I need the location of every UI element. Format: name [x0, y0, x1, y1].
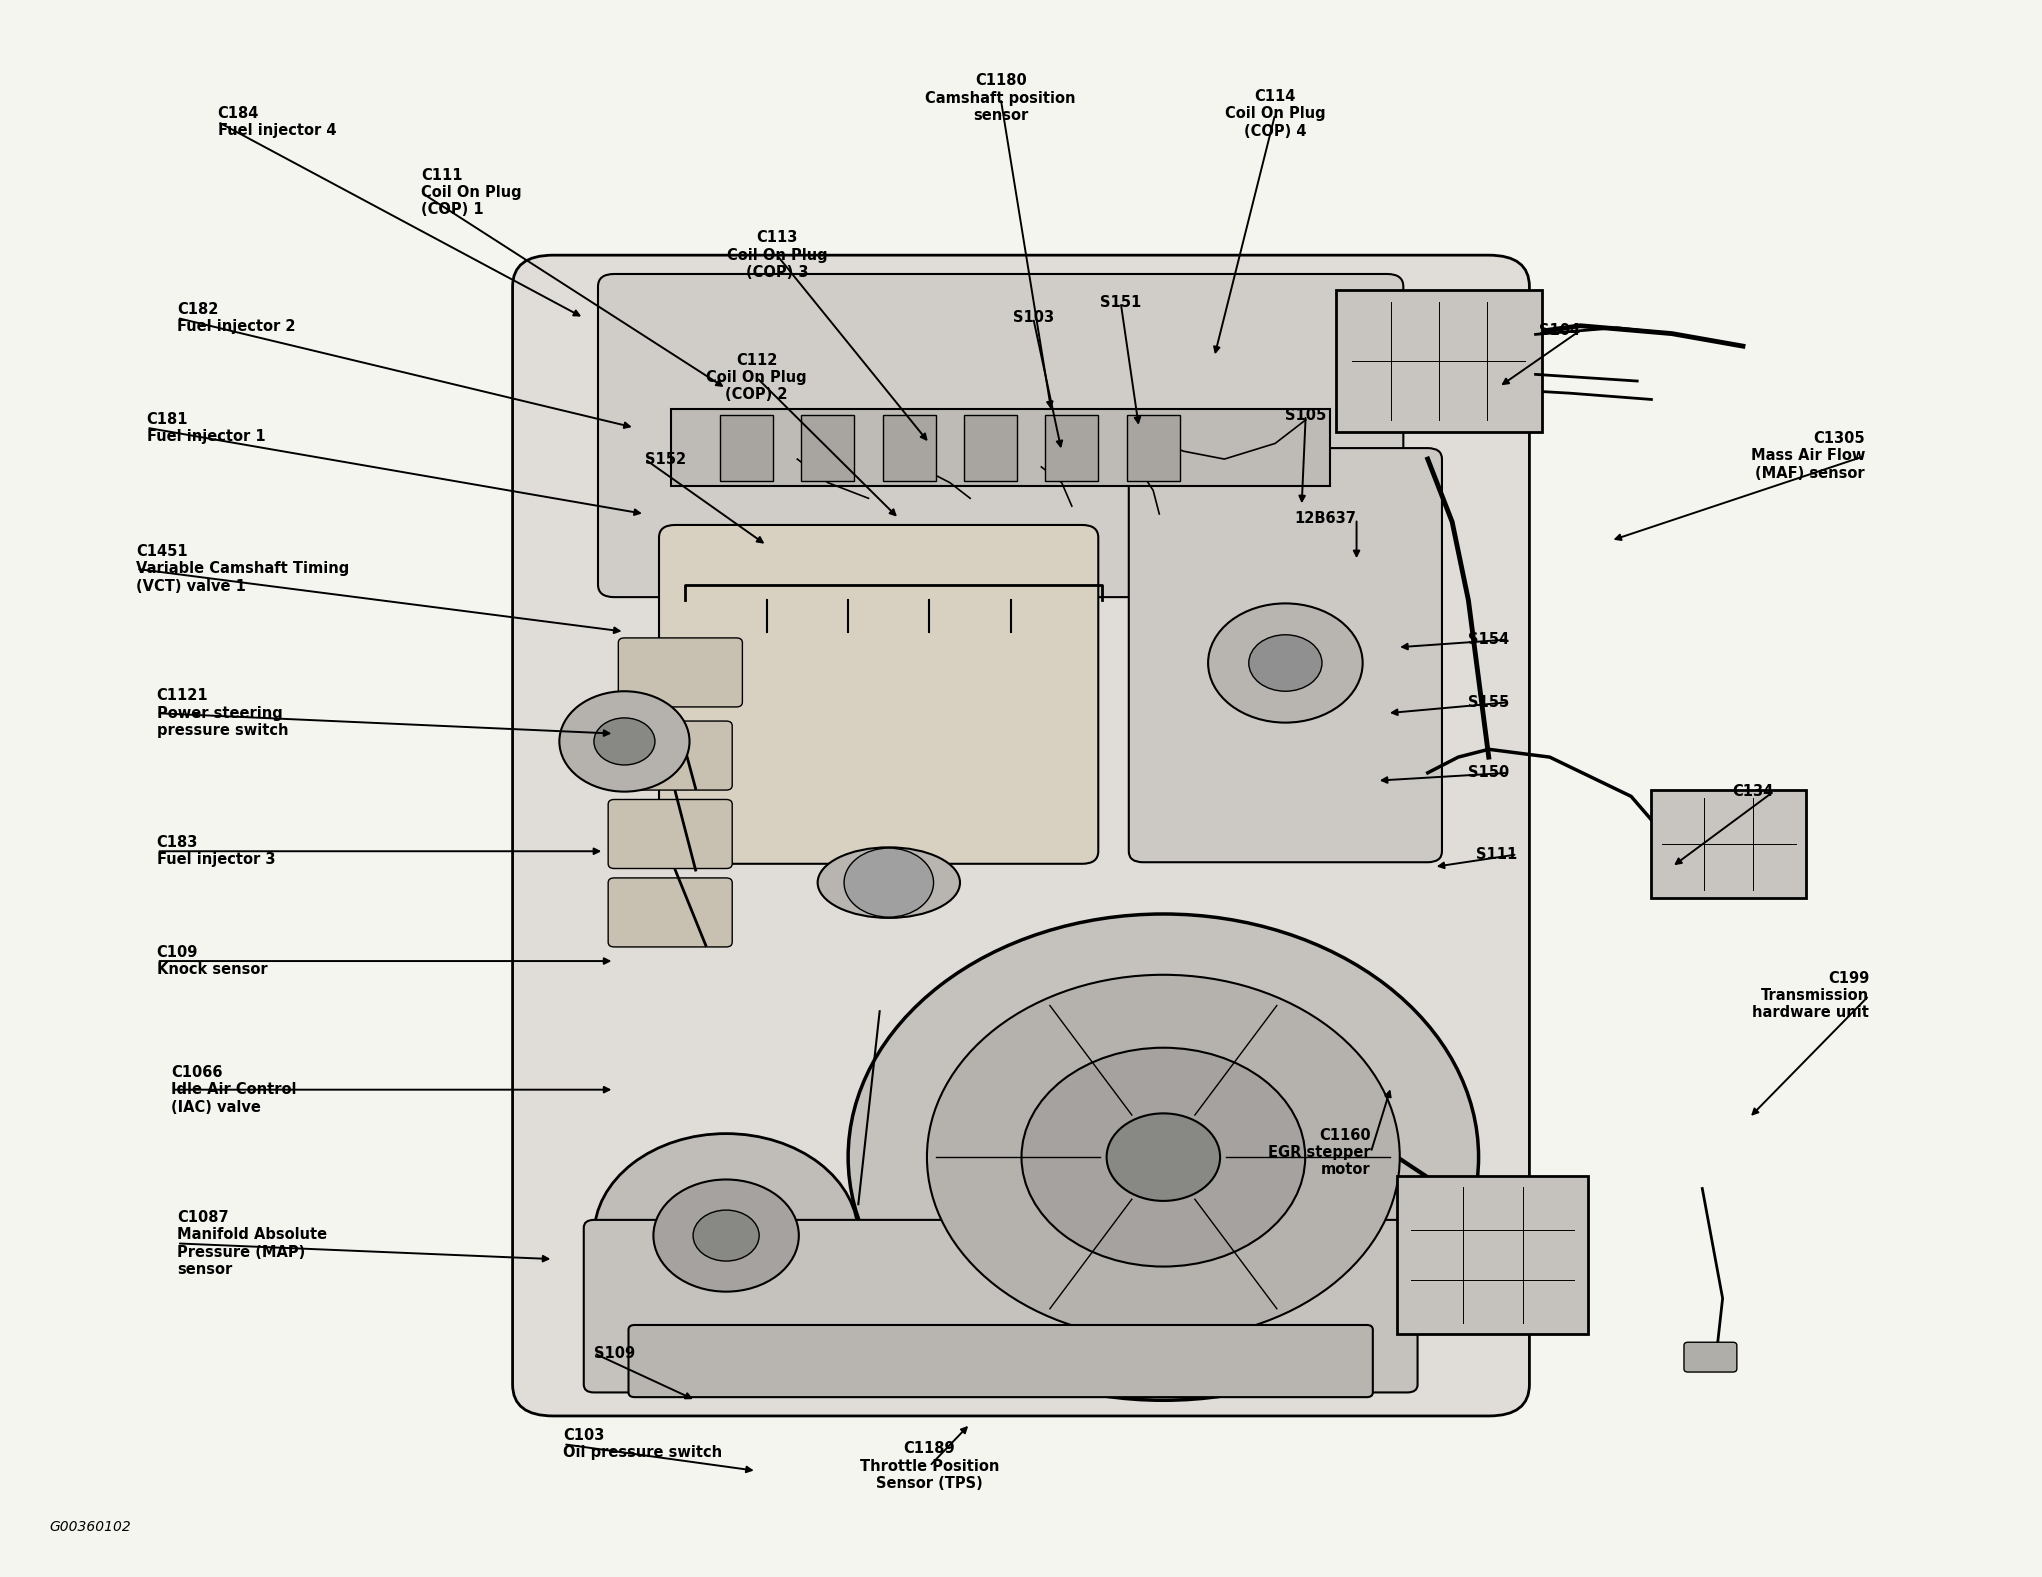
Text: S104: S104 [1540, 323, 1581, 337]
Text: S150: S150 [1468, 765, 1509, 781]
FancyBboxPatch shape [584, 1221, 1417, 1392]
Text: S155: S155 [1468, 695, 1509, 710]
Circle shape [594, 718, 655, 765]
Text: S154: S154 [1468, 632, 1509, 647]
Text: C1121
Power steering
pressure switch: C1121 Power steering pressure switch [157, 688, 288, 738]
Text: S111: S111 [1476, 847, 1517, 863]
Circle shape [843, 848, 933, 918]
FancyBboxPatch shape [1335, 290, 1542, 432]
Circle shape [1250, 636, 1321, 691]
Bar [721, 415, 772, 481]
Circle shape [560, 691, 690, 792]
Text: C1180
Camshaft position
sensor: C1180 Camshaft position sensor [925, 74, 1076, 123]
Text: 12B637: 12B637 [1295, 511, 1356, 527]
Circle shape [692, 1210, 760, 1262]
FancyBboxPatch shape [629, 1325, 1372, 1397]
FancyBboxPatch shape [619, 639, 743, 706]
Text: C103
Oil pressure switch: C103 Oil pressure switch [564, 1429, 723, 1460]
Bar [1127, 415, 1180, 481]
Circle shape [653, 1180, 798, 1292]
Text: C183
Fuel injector 3: C183 Fuel injector 3 [157, 836, 276, 867]
Circle shape [1021, 1047, 1305, 1266]
FancyBboxPatch shape [609, 800, 733, 869]
Text: C112
Coil On Plug
(COP) 2: C112 Coil On Plug (COP) 2 [707, 353, 807, 402]
FancyBboxPatch shape [609, 721, 733, 790]
Text: C114
Coil On Plug
(COP) 4: C114 Coil On Plug (COP) 4 [1225, 88, 1325, 139]
Text: S109: S109 [594, 1345, 635, 1361]
Text: C1160
EGR stepper
motor: C1160 EGR stepper motor [1268, 1128, 1370, 1178]
FancyBboxPatch shape [1397, 1176, 1589, 1334]
Text: C199
Transmission
hardware unit: C199 Transmission hardware unit [1752, 971, 1868, 1020]
Text: C109
Knock sensor: C109 Knock sensor [157, 945, 268, 978]
Text: S151: S151 [1101, 295, 1141, 309]
Text: G00360102: G00360102 [49, 1520, 131, 1533]
FancyBboxPatch shape [660, 525, 1099, 864]
Text: C1305
Mass Air Flow
(MAF) sensor: C1305 Mass Air Flow (MAF) sensor [1750, 431, 1864, 481]
Circle shape [847, 915, 1478, 1400]
Text: C1451
Variable Camshaft Timing
(VCT) valve 1: C1451 Variable Camshaft Timing (VCT) val… [137, 544, 349, 595]
Text: S105: S105 [1284, 408, 1327, 423]
Text: C113
Coil On Plug
(COP) 3: C113 Coil On Plug (COP) 3 [727, 230, 827, 281]
Circle shape [594, 1134, 858, 1337]
Circle shape [1107, 1113, 1221, 1202]
FancyBboxPatch shape [672, 408, 1329, 486]
Text: C184
Fuel injector 4: C184 Fuel injector 4 [218, 106, 337, 139]
FancyBboxPatch shape [1685, 1342, 1738, 1372]
Text: C182
Fuel injector 2: C182 Fuel injector 2 [178, 301, 296, 334]
Text: C1189
Throttle Position
Sensor (TPS): C1189 Throttle Position Sensor (TPS) [860, 1441, 999, 1492]
Text: S152: S152 [645, 451, 686, 467]
Bar [800, 415, 854, 481]
Circle shape [927, 975, 1399, 1339]
Bar [882, 415, 935, 481]
Text: C111
Coil On Plug
(COP) 1: C111 Coil On Plug (COP) 1 [421, 167, 521, 218]
Text: C1087
Manifold Absolute
Pressure (MAP)
sensor: C1087 Manifold Absolute Pressure (MAP) s… [178, 1210, 327, 1277]
FancyBboxPatch shape [513, 255, 1529, 1416]
FancyBboxPatch shape [1129, 448, 1442, 863]
Text: S103: S103 [1013, 311, 1054, 325]
Bar [1046, 415, 1099, 481]
Bar [964, 415, 1017, 481]
FancyBboxPatch shape [609, 878, 733, 946]
FancyBboxPatch shape [598, 274, 1403, 598]
Ellipse shape [817, 847, 960, 918]
Text: C1066
Idle Air Control
(IAC) valve: C1066 Idle Air Control (IAC) valve [172, 1064, 296, 1115]
Text: C134: C134 [1732, 784, 1772, 800]
Circle shape [1209, 604, 1362, 722]
FancyBboxPatch shape [1652, 790, 1805, 899]
Text: C181
Fuel injector 1: C181 Fuel injector 1 [147, 412, 265, 443]
